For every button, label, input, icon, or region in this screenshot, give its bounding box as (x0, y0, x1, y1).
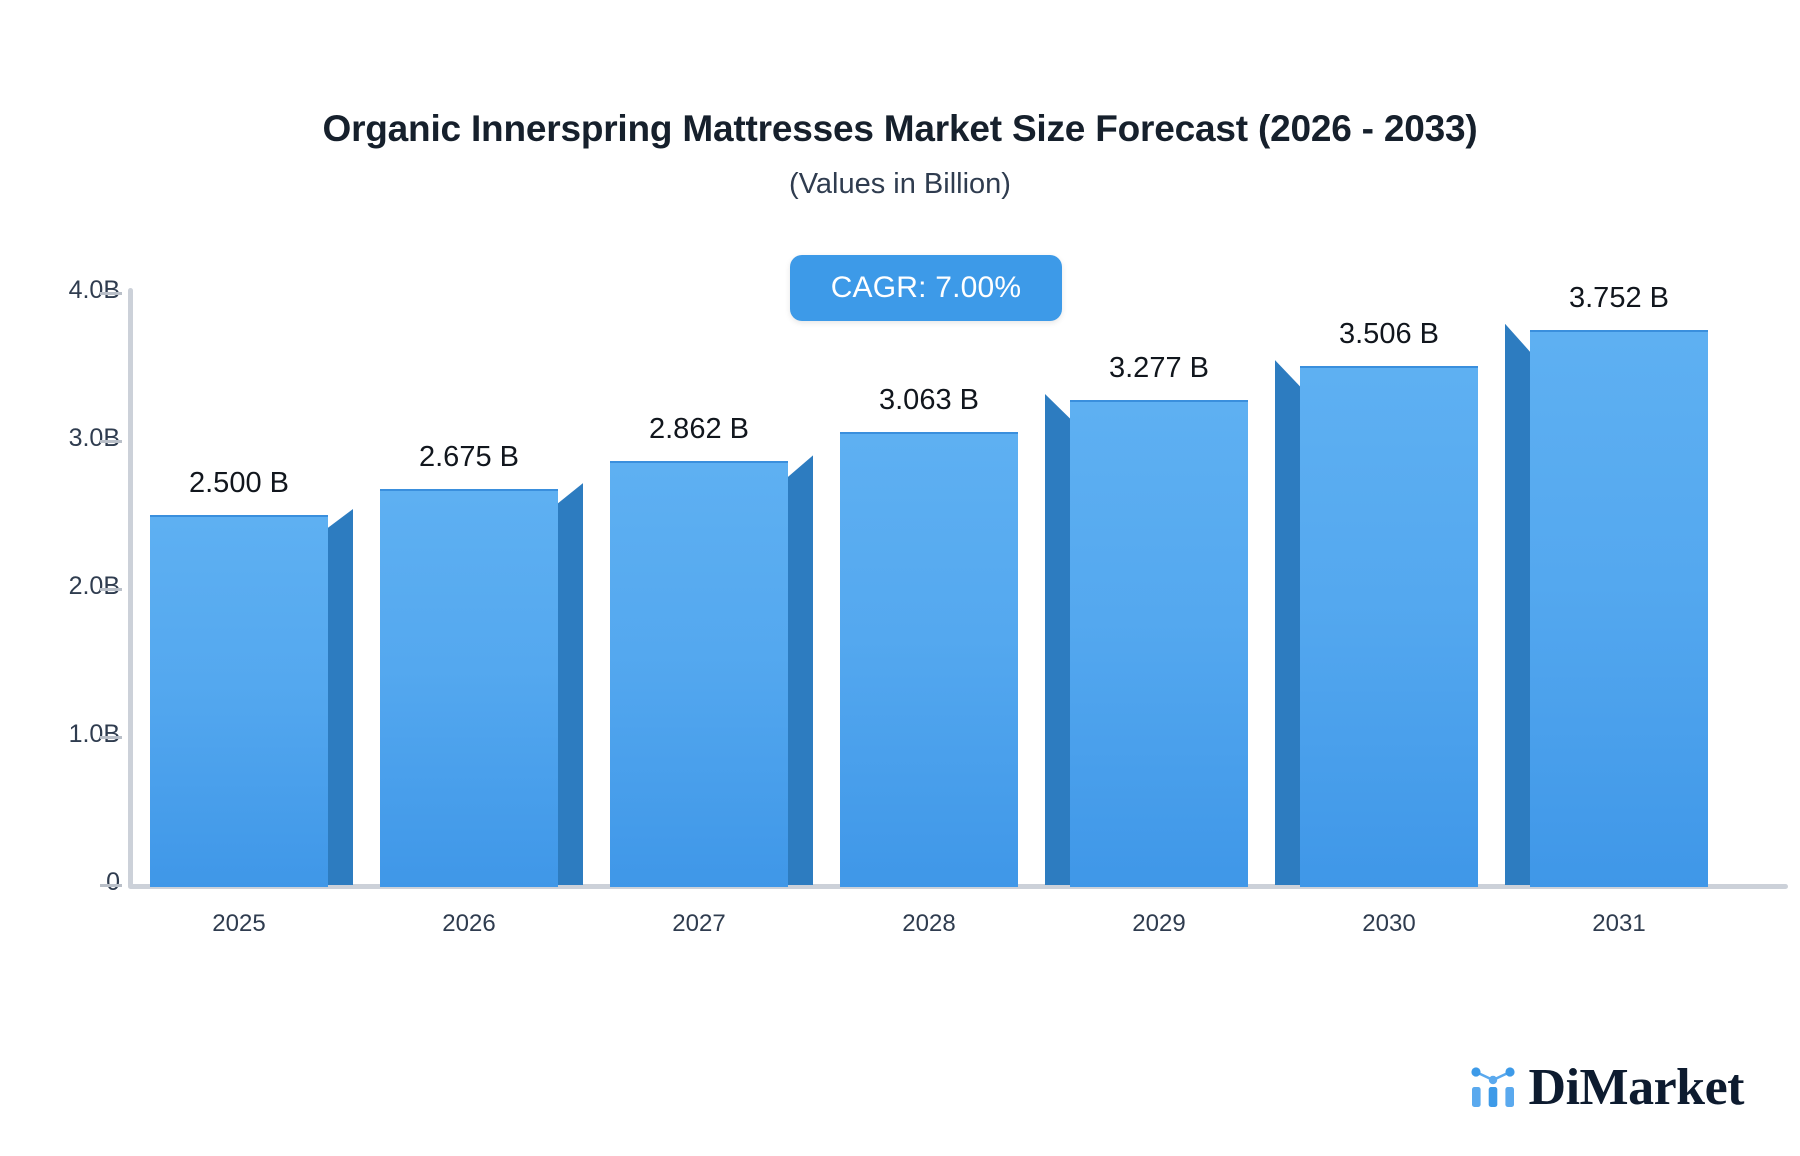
x-axis-label-2025: 2025 (212, 910, 266, 937)
x-axis-label-2031: 2031 (1592, 910, 1646, 937)
bar-value-label: 3.063 B (879, 383, 979, 416)
y-axis-tick-mark (100, 884, 122, 887)
bar-value-label: 2.500 B (189, 467, 289, 499)
x-axis-label-2030: 2030 (1362, 910, 1416, 937)
y-axis-tick-label: 2.0B (68, 572, 120, 600)
y-axis-tick-mark (100, 736, 122, 739)
brand-logo-text: DiMarket (1528, 1059, 1745, 1116)
bar-front-face (1300, 366, 1478, 887)
bar-value-label: 3.752 B (1569, 281, 1669, 314)
y-axis-tick-label: 4.0B (68, 276, 120, 304)
bar-front-face (1070, 400, 1248, 887)
bar-side-face (1045, 394, 1070, 885)
chart-title: Organic Innerspring Mattresses Market Si… (322, 108, 1478, 149)
y-axis-tick-label: 1.0B (68, 720, 120, 748)
y-axis-line (128, 288, 133, 888)
bar-side-face (328, 509, 353, 885)
x-axis-label-2029: 2029 (1132, 910, 1186, 937)
brand-logo: DiMarket (1469, 1059, 1745, 1116)
y-axis-tick-label: 3.0B (68, 424, 120, 452)
bar-chart-icon (1469, 1063, 1517, 1114)
bar-front-face (380, 489, 558, 887)
bar-value-label: 3.506 B (1339, 318, 1439, 351)
cagr-badge-label: CAGR: 7.00% (830, 271, 1022, 304)
bar-side-face (1505, 323, 1530, 885)
y-axis-tick-mark (100, 292, 122, 295)
bar-side-face (788, 455, 813, 885)
y-axis-tick-mark (100, 440, 122, 443)
bar-value-label: 2.675 B (419, 441, 519, 474)
bar-side-face (558, 483, 583, 885)
x-axis-label-2028: 2028 (902, 910, 956, 937)
chart-subtitle: (Values in Billion) (789, 168, 1011, 200)
y-axis-tick-label: 0 (106, 868, 120, 896)
bar-front-face (150, 515, 328, 887)
bar-front-face (1530, 329, 1708, 887)
bar-side-face (1275, 360, 1300, 885)
y-axis-tick-mark (100, 588, 122, 591)
bar-value-label: 2.862 B (649, 413, 749, 446)
bar-front-face (840, 431, 1018, 887)
x-axis-label-2026: 2026 (442, 910, 496, 937)
x-axis-label-2027: 2027 (672, 910, 726, 937)
bar-value-label: 3.277 B (1109, 352, 1209, 384)
cagr-badge: CAGR: 7.00% (790, 255, 1062, 321)
bar-front-face (610, 461, 788, 887)
